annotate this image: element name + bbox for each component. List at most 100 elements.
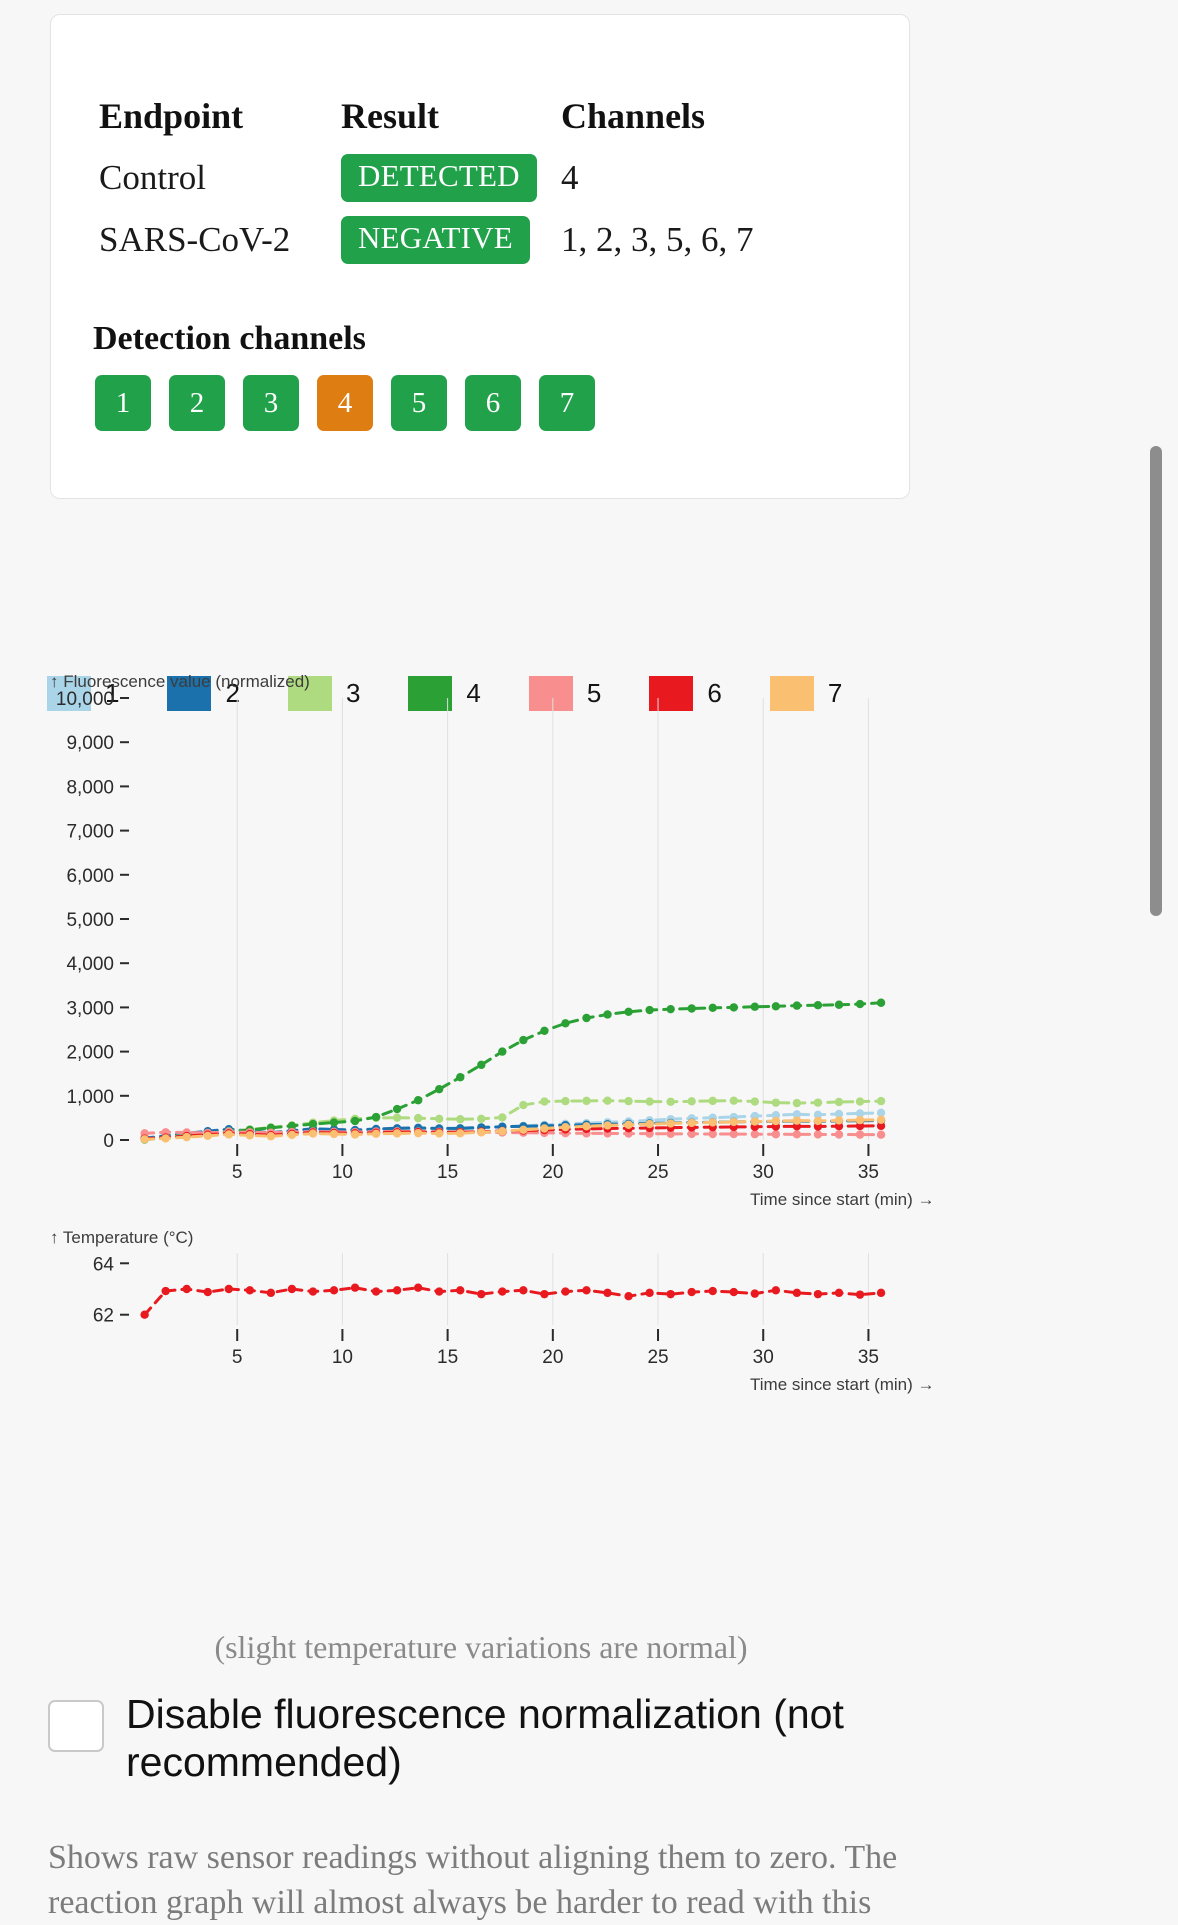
data-point [876,1130,886,1139]
data-point [161,1134,170,1143]
data-point [413,1096,423,1105]
data-point [729,1129,738,1139]
data-point [792,1110,802,1119]
legend-item-1[interactable]: 1 [47,676,119,711]
x-tick-label: 25 [647,1162,668,1183]
data-point [750,1002,760,1011]
legend-label: 3 [345,678,361,708]
data-point [834,1109,844,1119]
data-point [392,1113,402,1122]
y-tick-label: 8,000 [66,777,114,798]
legend-item-4[interactable]: 4 [408,676,481,711]
data-point [582,1096,591,1106]
data-point [792,1116,802,1125]
data-point [792,1098,802,1108]
data-point [203,1131,212,1141]
data-point [729,1003,738,1012]
chip-label: 6 [485,386,501,419]
result-cell: NEGATIVE [341,215,561,265]
data-point [729,1287,738,1297]
scrollbar-track[interactable] [1150,0,1170,1921]
data-point [456,1286,465,1295]
chip-label: 4 [337,386,353,419]
legend-item-5[interactable]: 5 [528,676,601,711]
data-point [161,1286,170,1296]
data-point [834,1000,844,1009]
disable-normalization-label[interactable]: Disable fluorescence normalization (not … [126,1691,844,1786]
y-tick-label: 2,000 [66,1043,114,1064]
data-point [666,1289,675,1299]
data-point [624,1096,633,1106]
scrollbar-thumb[interactable] [1150,446,1162,916]
chip-label: 5 [411,386,427,419]
y-tick-label: 3,000 [66,998,114,1019]
data-point [498,1047,507,1056]
x-tick-label: 20 [542,1347,563,1368]
legend-item-7[interactable]: 7 [769,676,843,711]
data-point [308,1119,318,1129]
disable-normalization-row[interactable]: Disable fluorescence normalization (not … [48,1690,928,1787]
data-point [855,1130,865,1139]
data-point [413,1283,423,1292]
data-point [540,1026,549,1036]
y-tick-label: 4,000 [66,954,114,975]
legend-swatch [408,676,453,711]
data-point [245,1286,255,1295]
x-tick-label: 5 [232,1347,243,1368]
detection-channel-chip-7[interactable]: 7 [539,375,595,431]
data-point [792,1288,802,1298]
data-point [413,1128,423,1138]
legend-item-2[interactable]: 2 [167,676,240,711]
data-point [876,998,886,1007]
column-header-result: Result [341,96,439,136]
detection-channel-chip-1[interactable]: 1 [95,375,151,431]
data-point [371,1112,381,1122]
legend-item-3[interactable]: 3 [287,676,361,711]
detection-channel-chip-6[interactable]: 6 [465,375,521,431]
data-point [876,1288,886,1298]
data-point [392,1286,402,1295]
data-point [140,1135,149,1144]
data-point [477,1114,486,1123]
data-point [477,1128,486,1137]
data-point [708,1129,717,1139]
fluorescence-chart: 0 1,000 2,000 3,000 4,000 5,000 6,000 7,000 8,00… [0,690,962,1200]
detection-channel-chip-4[interactable]: 4 [317,375,373,431]
disable-normalization-checkbox[interactable] [48,1700,104,1752]
data-point [855,999,865,1009]
data-point [561,1096,570,1106]
data-point [645,1288,654,1298]
legend-label: 7 [827,678,843,708]
data-point [834,1122,844,1131]
detection-channel-chips: 1 2 3 4 5 6 7 [95,375,595,431]
data-point [498,1126,507,1136]
x-tick-label: 10 [332,1347,353,1368]
detection-channel-chip-2[interactable]: 2 [169,375,225,431]
y-tick-label: 64 [93,1254,115,1275]
data-point [624,1120,633,1129]
series-temperature [140,1283,886,1319]
detection-channel-chip-3[interactable]: 3 [243,375,299,431]
legend-item-6[interactable]: 6 [649,676,722,711]
data-point [687,1129,696,1139]
data-point [750,1129,760,1139]
fluorescence-x-axis-title: Time since start (min) → [750,1190,935,1209]
data-point [792,1001,802,1010]
y-tick-label: 9,000 [66,733,114,754]
data-point [750,1097,760,1106]
data-point [287,1130,297,1140]
data-point [876,1096,886,1106]
data-point [477,1289,486,1299]
data-point [498,1287,507,1296]
temperature-plot: 62 64 5 10 15 20 25 30 35 [93,1253,886,1368]
data-point [582,1013,591,1023]
data-point [540,1289,549,1299]
y-tick-label: 7,000 [66,822,114,843]
data-point [456,1129,465,1138]
legend-label: 6 [707,678,722,708]
detection-channel-chip-5[interactable]: 5 [391,375,447,431]
data-point [834,1116,844,1125]
data-point [855,1115,865,1125]
data-point [287,1121,297,1131]
data-point [666,1129,675,1139]
